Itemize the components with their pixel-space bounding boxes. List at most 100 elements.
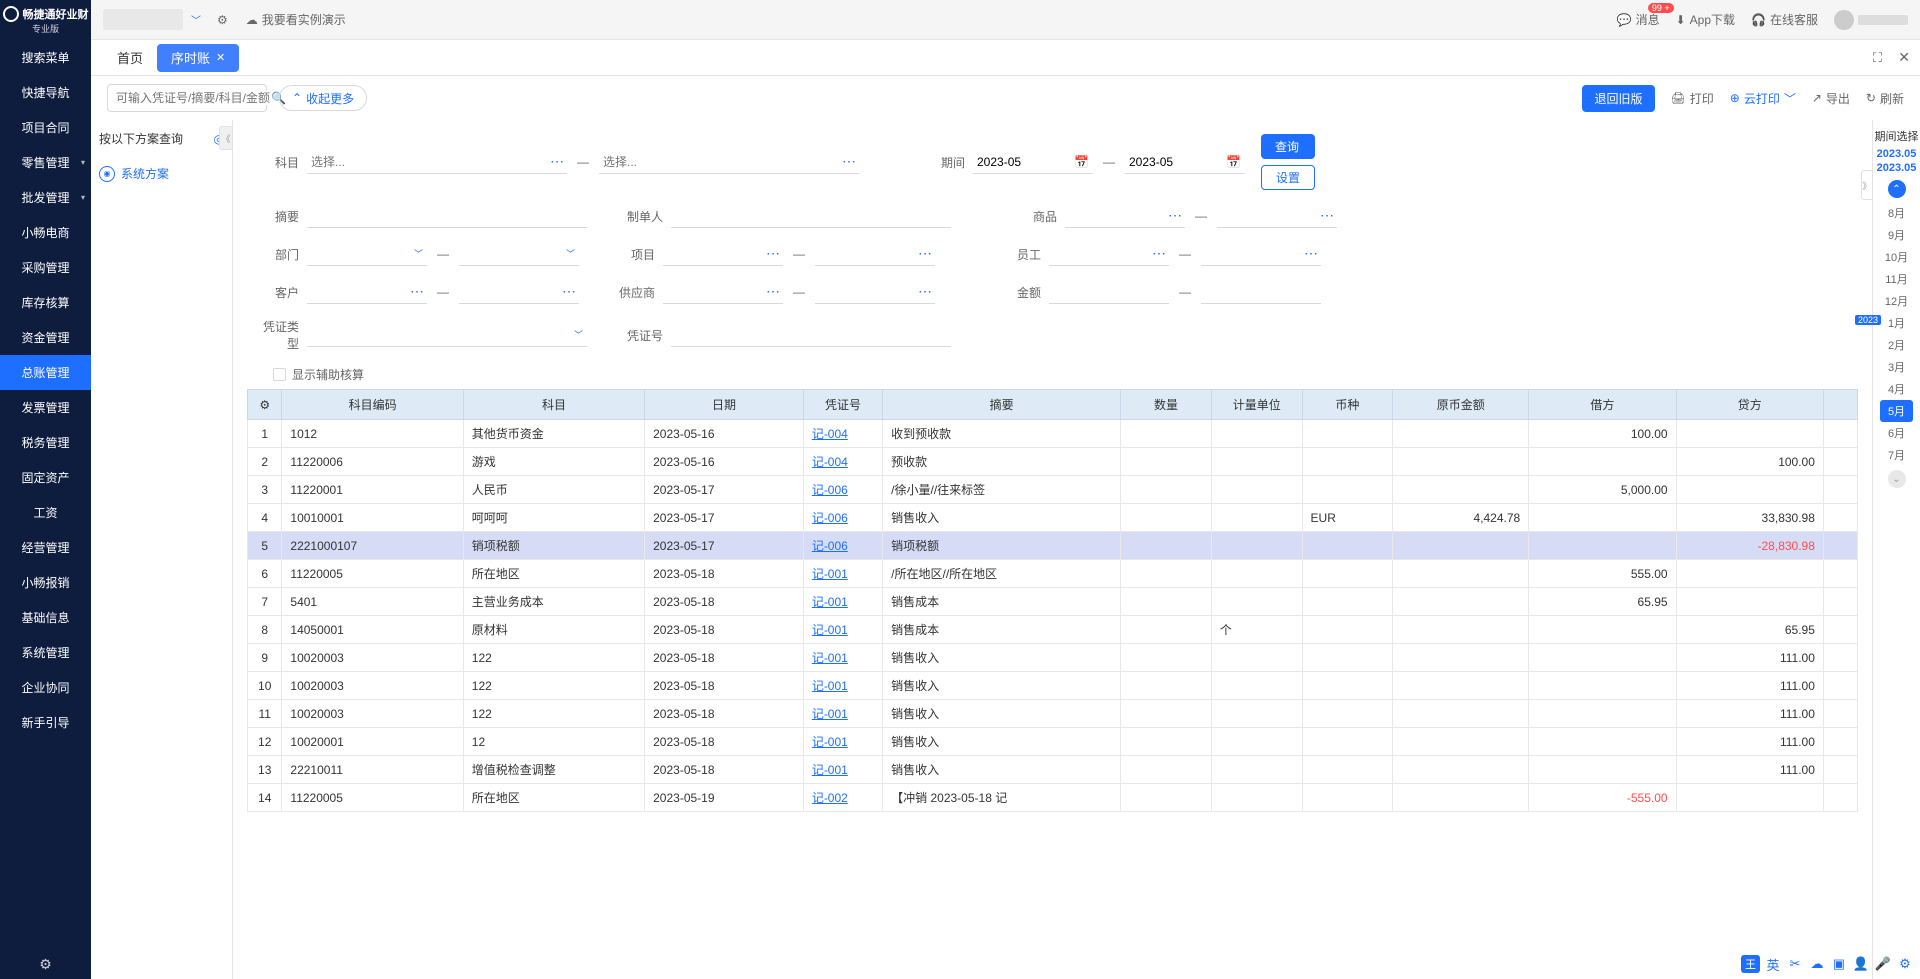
expand-icon[interactable]: ⛶ [1873, 50, 1882, 66]
col-header[interactable]: 科目编码 [282, 390, 463, 420]
subject-from-field[interactable]: ⋯ [307, 150, 567, 174]
period-month[interactable]: 5月 [1880, 400, 1913, 422]
table-row[interactable]: 11100200031222023-05-18记-001销售收入111.00 [248, 700, 1858, 728]
sidebar-item-13[interactable]: 工资 [0, 495, 91, 530]
period-month[interactable]: 4月 [1873, 378, 1920, 400]
more-icon[interactable]: ⋯ [562, 283, 575, 300]
cloud-print-button[interactable]: ⊕ 云打印 ﹀ [1730, 90, 1796, 107]
more-icon[interactable]: ⋯ [918, 283, 931, 300]
messages-link[interactable]: 💬 消息 99 + [1617, 11, 1660, 28]
settings-icon[interactable]: ⚙ [39, 956, 52, 973]
period-month[interactable]: 9月 [1873, 224, 1920, 246]
sidebar-item-7[interactable]: 库存核算 [0, 285, 91, 320]
subject-from-input[interactable] [311, 155, 550, 169]
chevron-down-icon[interactable]: ﹀ [414, 247, 423, 260]
col-header[interactable]: 凭证号 [803, 390, 882, 420]
more-icon[interactable]: ⋯ [1152, 245, 1165, 262]
collapse-filters-button[interactable]: ⌃ 收起更多 [279, 85, 367, 111]
period-month[interactable]: 8月 [1873, 202, 1920, 224]
cell[interactable]: 记-001 [803, 672, 882, 700]
cell[interactable]: 记-004 [803, 420, 882, 448]
refresh-button[interactable]: ↻ 刷新 [1866, 90, 1904, 107]
search-box[interactable]: 🔍 [107, 84, 267, 112]
emp-from-field[interactable]: ⋯ [1049, 242, 1169, 266]
scroll-up-icon[interactable]: ⌃ [1888, 180, 1906, 198]
sidebar-item-6[interactable]: 采购管理 [0, 250, 91, 285]
table-row[interactable]: 311220001人民币2023-05-17记-006/徐小量//往来标签5,0… [248, 476, 1858, 504]
company-selector[interactable]: ﹀ ⚙ [103, 9, 228, 30]
sidebar-item-18[interactable]: 企业协同 [0, 670, 91, 705]
period-month[interactable]: 6月 [1873, 422, 1920, 444]
customer-to-field[interactable]: ⋯ [459, 280, 579, 304]
col-header[interactable]: 贷方 [1676, 390, 1823, 420]
more-icon[interactable]: ⋯ [918, 245, 931, 262]
period-month[interactable]: 11月 [1873, 268, 1920, 290]
table-row[interactable]: 814050001原材料2023-05-18记-001销售成本个65.95 [248, 616, 1858, 644]
cell[interactable]: 记-006 [803, 476, 882, 504]
tab-home[interactable]: 首页 [103, 44, 157, 72]
sidebar-item-8[interactable]: 资金管理 [0, 320, 91, 355]
table-row[interactable]: 9100200031222023-05-18记-001销售收入111.00 [248, 644, 1858, 672]
period-from-input[interactable] [977, 155, 1074, 169]
service-link[interactable]: 🎧 在线客服 [1751, 11, 1818, 28]
period-month[interactable]: 7月 [1873, 444, 1920, 466]
col-header[interactable]: 科目 [463, 390, 644, 420]
col-header[interactable]: 日期 [645, 390, 804, 420]
sidebar-item-10[interactable]: 发票管理 [0, 390, 91, 425]
sidebar-item-2[interactable]: 项目合同 [0, 110, 91, 145]
sidebar-item-17[interactable]: 系统管理 [0, 635, 91, 670]
table-row[interactable]: 211220006游戏2023-05-16记-004预收款100.00 [248, 448, 1858, 476]
more-icon[interactable]: ⋯ [1320, 207, 1333, 224]
sidebar-item-16[interactable]: 基础信息 [0, 600, 91, 635]
more-icon[interactable]: ⋯ [766, 245, 779, 262]
project-from-field[interactable]: ⋯ [663, 242, 783, 266]
settings-button[interactable]: 设置 [1261, 165, 1315, 190]
chevron-down-icon[interactable]: ﹀ [574, 328, 583, 341]
col-header[interactable]: 币种 [1302, 390, 1393, 420]
table-settings-icon[interactable]: ⚙ [248, 390, 282, 420]
sidebar-item-0[interactable]: 搜索菜单 [0, 40, 91, 75]
sidebar-item-3[interactable]: 零售管理▾ [0, 145, 91, 180]
ime-icon-3[interactable]: ▣ [1830, 955, 1848, 973]
table-row[interactable]: 52221000107销项税额2023-05-17记-006销项税额-28,83… [248, 532, 1858, 560]
table-row[interactable]: 10100200031222023-05-18记-001销售收入111.00 [248, 672, 1858, 700]
sidebar-item-11[interactable]: 税务管理 [0, 425, 91, 460]
supplier-from-field[interactable]: ⋯ [663, 280, 783, 304]
table-row[interactable]: 1411220005所在地区2023-05-19记-002【冲销 2023-05… [248, 784, 1858, 812]
goods-from-field[interactable]: ⋯ [1065, 204, 1185, 228]
cell[interactable]: 记-001 [803, 756, 882, 784]
period-month[interactable]: 1月2023 [1873, 312, 1920, 334]
ime-icon-2[interactable]: ☁ [1808, 955, 1826, 973]
aux-checkbox-row[interactable]: 显示辅助核算 [253, 366, 1852, 383]
query-button[interactable]: 查询 [1261, 134, 1315, 159]
col-header[interactable]: 计量单位 [1211, 390, 1302, 420]
ime-lang[interactable]: 英 [1764, 955, 1782, 973]
period-expand-handle[interactable]: 》 [1861, 170, 1873, 200]
calendar-icon[interactable]: 📅 [1226, 155, 1241, 169]
ime-gear-icon[interactable]: ⚙ [1896, 955, 1914, 973]
sidebar-item-15[interactable]: 小畅报销 [0, 565, 91, 600]
dept-to-field[interactable]: ﹀ [459, 242, 579, 266]
emp-to-field[interactable]: ⋯ [1201, 242, 1321, 266]
ime-badge[interactable]: 王 [1741, 955, 1760, 973]
cell[interactable]: 记-001 [803, 616, 882, 644]
company-gear-icon[interactable]: ⚙ [217, 13, 228, 27]
subject-to-input[interactable] [603, 155, 842, 169]
amount-to-field[interactable] [1201, 280, 1321, 304]
cell[interactable]: 记-006 [803, 504, 882, 532]
download-link[interactable]: ⬇ App下载 [1676, 11, 1735, 28]
period-to-input[interactable] [1129, 155, 1226, 169]
cell[interactable]: 记-001 [803, 728, 882, 756]
cell[interactable]: 记-001 [803, 560, 882, 588]
dept-from-field[interactable]: ﹀ [307, 242, 427, 266]
period-month[interactable]: 3月 [1873, 356, 1920, 378]
calendar-icon[interactable]: 📅 [1074, 155, 1089, 169]
col-header[interactable]: 借方 [1529, 390, 1676, 420]
user-menu[interactable] [1834, 10, 1908, 30]
sidebar-item-4[interactable]: 批发管理▾ [0, 180, 91, 215]
demo-link[interactable]: ☁ 我要看实例演示 [246, 11, 346, 28]
more-icon[interactable]: ⋯ [766, 283, 779, 300]
cell[interactable]: 记-004 [803, 448, 882, 476]
table-row[interactable]: 75401主营业务成本2023-05-18记-001销售成本65.95 [248, 588, 1858, 616]
summary-field[interactable] [307, 204, 587, 228]
